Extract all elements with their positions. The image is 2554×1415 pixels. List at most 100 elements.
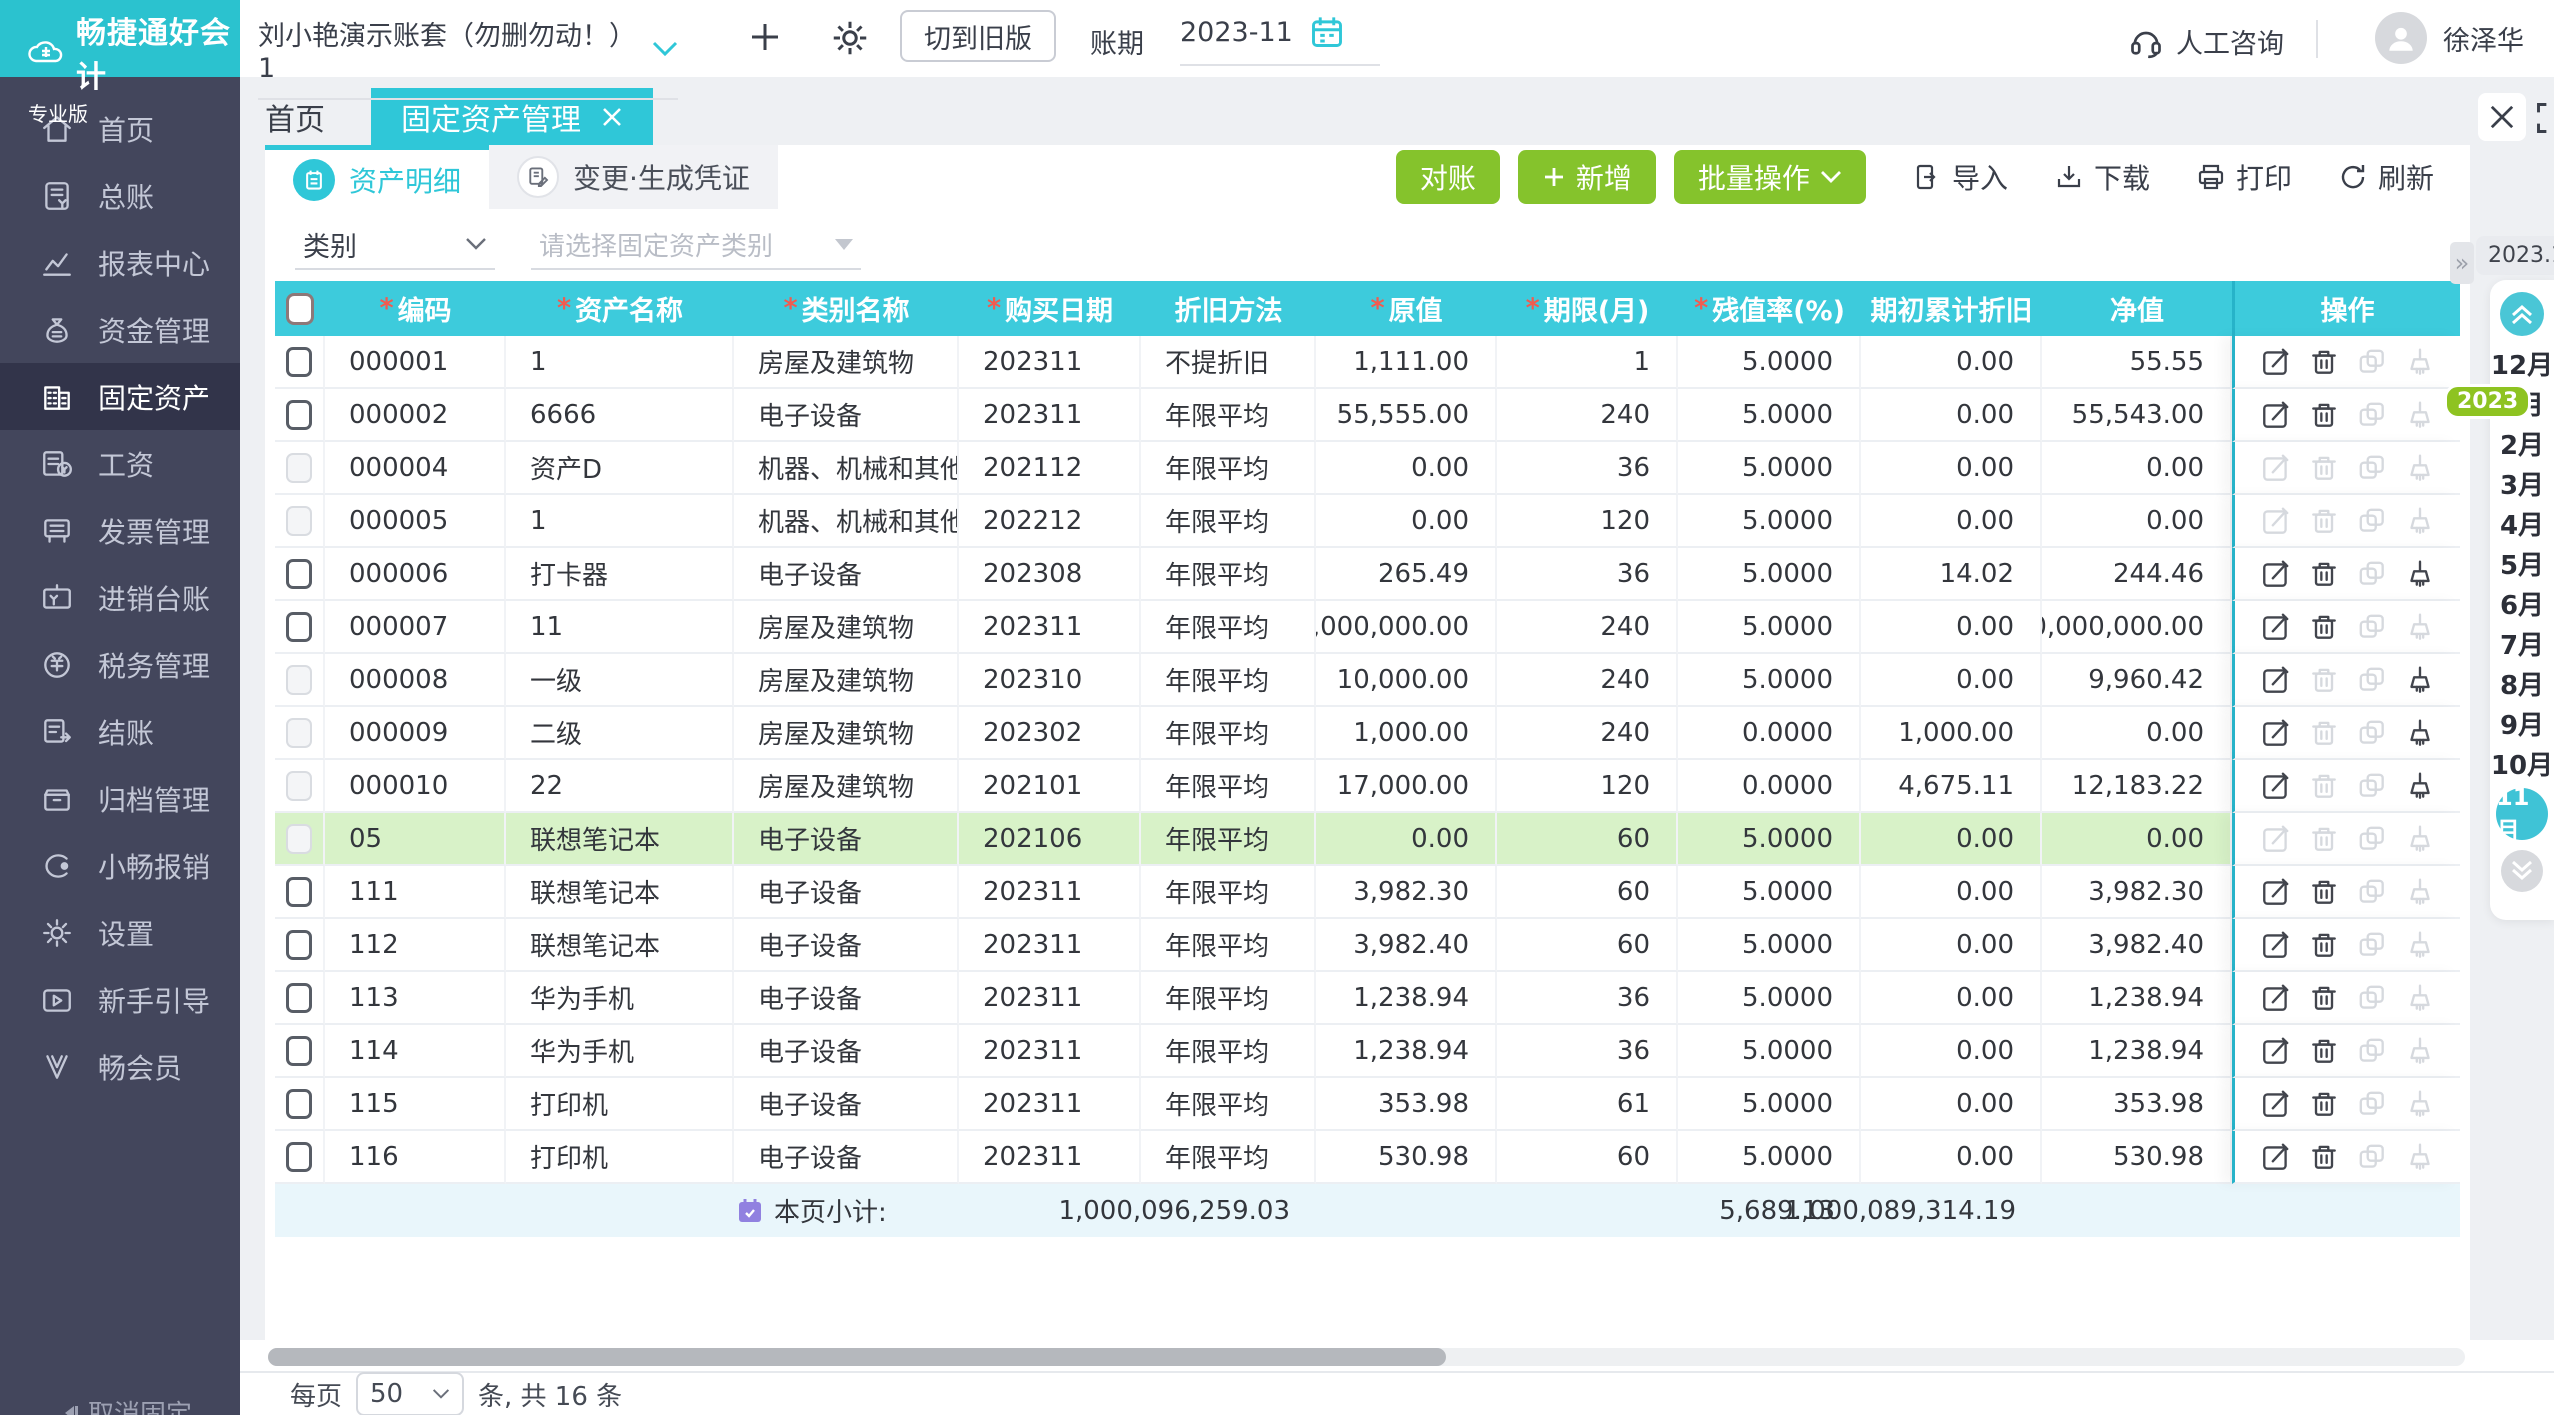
edit-icon[interactable] (2260, 1141, 2292, 1173)
sidebar-item-home[interactable]: 首页 (0, 95, 240, 162)
row-checkbox[interactable] (286, 399, 312, 430)
row-checkbox[interactable] (286, 982, 312, 1013)
refresh-button[interactable]: 刷新 (2338, 157, 2434, 197)
subtab-asset-detail[interactable]: 资产明细 (265, 145, 490, 209)
month-item[interactable]: 8月 (2499, 671, 2545, 701)
scroll-up-months-button[interactable] (2500, 292, 2544, 336)
month-item[interactable]: 10月 (2490, 751, 2554, 781)
edit-icon[interactable] (2260, 929, 2292, 961)
delete-icon[interactable] (2308, 399, 2340, 431)
row-checkbox[interactable] (286, 558, 312, 589)
delete-icon[interactable] (2308, 929, 2340, 961)
subtab-change-voucher[interactable]: 变更·生成凭证 (489, 145, 778, 209)
edit-icon[interactable] (2260, 399, 2292, 431)
delete-icon[interactable] (2308, 982, 2340, 1014)
tab-home[interactable]: 首页 (265, 102, 325, 138)
row-checkbox[interactable] (286, 1141, 312, 1172)
month-item[interactable]: 4月 (2499, 511, 2545, 541)
table-row[interactable]: 05 联想笔记本 电子设备 202106 年限平均 0.00 60 5.0000… (275, 813, 2460, 866)
month-item[interactable]: 5月 (2499, 551, 2545, 581)
add-button[interactable]: 新增 (1517, 150, 1656, 204)
table-row[interactable]: 000001 1 房屋及建筑物 202311 不提折旧 1,111.00 1 5… (275, 336, 2460, 389)
table-row[interactable]: 111 联想笔记本 电子设备 202311 年限平均 3,982.30 60 5… (275, 866, 2460, 919)
edit-icon[interactable] (2260, 770, 2292, 802)
table-row[interactable]: 116 打印机 电子设备 202311 年限平均 530.98 60 5.000… (275, 1131, 2460, 1184)
table-row[interactable]: 000008 一级 房屋及建筑物 202310 年限平均 10,000.00 2… (275, 654, 2460, 707)
clean-icon[interactable] (2404, 558, 2436, 590)
sidebar-item-report[interactable]: 报表中心 (0, 229, 240, 296)
clean-icon[interactable] (2404, 717, 2436, 749)
tab-close-icon[interactable] (601, 106, 623, 128)
user-menu[interactable]: 徐泽华 (2375, 12, 2524, 64)
period-selector[interactable]: 2023-11 (1180, 14, 1380, 66)
sidebar-item-archive[interactable]: 归档管理 (0, 765, 240, 832)
switch-old-version-button[interactable]: 切到旧版 (900, 10, 1056, 62)
edit-icon[interactable] (2260, 1035, 2292, 1067)
delete-icon[interactable] (2308, 1035, 2340, 1067)
clean-icon[interactable] (2404, 664, 2436, 696)
account-selector[interactable]: 刘小艳演示账套（勿删勿动！）1 (258, 14, 678, 100)
table-row[interactable]: 000007 11 房屋及建筑物 202311 年限平均 1,000,000,0… (275, 601, 2460, 654)
add-account-button[interactable] (746, 18, 784, 56)
sidebar-item-reimburse[interactable]: 小畅报销 (0, 832, 240, 899)
month-item[interactable]: 2月 (2499, 431, 2545, 461)
month-item[interactable]: 9月 (2499, 711, 2545, 741)
edit-icon[interactable] (2260, 982, 2292, 1014)
delete-icon[interactable] (2308, 558, 2340, 590)
sidebar-item-asset[interactable]: 固定资产 (0, 363, 240, 430)
row-checkbox[interactable] (286, 1035, 312, 1066)
table-row[interactable]: 114 华为手机 电子设备 202311 年限平均 1,238.94 36 5.… (275, 1025, 2460, 1078)
fullscreen-icon[interactable] (2534, 100, 2554, 136)
delete-icon[interactable] (2308, 346, 2340, 378)
month-item[interactable]: 7月 (2499, 631, 2545, 661)
sidebar-item-guide[interactable]: 新手引导 (0, 966, 240, 1033)
table-row[interactable]: 000006 打卡器 电子设备 202308 年限平均 265.49 36 5.… (275, 548, 2460, 601)
row-checkbox[interactable] (286, 929, 312, 960)
import-button[interactable]: 导入 (1912, 157, 2008, 197)
sidebar-item-salary[interactable]: 工资 (0, 430, 240, 497)
edit-icon[interactable] (2260, 558, 2292, 590)
table-row[interactable]: 000009 二级 房屋及建筑物 202302 年限平均 1,000.00 24… (275, 707, 2460, 760)
month-item[interactable]: 3月 (2499, 471, 2545, 501)
close-page-button[interactable] (2478, 93, 2526, 141)
table-row[interactable]: 113 华为手机 电子设备 202311 年限平均 1,238.94 36 5.… (275, 972, 2460, 1025)
sidebar-item-ledger[interactable]: 总账 (0, 162, 240, 229)
scroll-down-months-button[interactable] (2501, 850, 2543, 892)
panel-collapse-handle[interactable]: » (2450, 242, 2474, 284)
sidebar-item-tax[interactable]: 税务管理 (0, 631, 240, 698)
row-checkbox[interactable] (286, 876, 312, 907)
row-checkbox[interactable] (286, 611, 312, 642)
clean-icon[interactable] (2404, 770, 2436, 802)
row-checkbox[interactable] (286, 1088, 312, 1119)
table-row[interactable]: 000002 6666 电子设备 202311 年限平均 55,555.00 2… (275, 389, 2460, 442)
delete-icon[interactable] (2308, 611, 2340, 643)
tab-fixed-assets[interactable]: 固定资产管理 (371, 88, 653, 145)
per-page-select[interactable]: 50 (356, 1372, 465, 1415)
table-row[interactable]: 115 打印机 电子设备 202311 年限平均 353.98 61 5.000… (275, 1078, 2460, 1131)
delete-icon[interactable] (2308, 1088, 2340, 1120)
month-item[interactable]: 12月 (2490, 351, 2554, 381)
edit-icon[interactable] (2260, 717, 2292, 749)
edit-icon[interactable] (2260, 346, 2292, 378)
delete-icon[interactable] (2308, 876, 2340, 908)
sidebar-item-member[interactable]: 畅会员 (0, 1033, 240, 1100)
reconcile-button[interactable]: 对账 (1395, 150, 1500, 204)
sidebar-item-trade[interactable]: 进销台账 (0, 564, 240, 631)
sidebar-item-closing[interactable]: 结账 (0, 698, 240, 765)
support-link[interactable]: 人工咨询 (2128, 22, 2284, 61)
table-row[interactable]: 000004 资产D 机器、机械和其他生... 202112 年限平均 0.00… (275, 442, 2460, 495)
sidebar-item-settings[interactable]: 设置 (0, 899, 240, 966)
sidebar-item-invoice[interactable]: 发票管理 (0, 497, 240, 564)
edit-icon[interactable] (2260, 611, 2292, 643)
unpin-sidebar-button[interactable]: 取消固定 (60, 1394, 192, 1415)
delete-icon[interactable] (2308, 1141, 2340, 1173)
month-item[interactable]: 6月 (2499, 591, 2545, 621)
table-row[interactable]: 112 联想笔记本 电子设备 202311 年限平均 3,982.40 60 5… (275, 919, 2460, 972)
horizontal-scrollbar[interactable] (268, 1348, 2465, 1366)
filter-type-select[interactable]: 类别 (295, 220, 495, 270)
month-item-selected[interactable]: 11月 (2496, 783, 2548, 845)
select-all-checkbox[interactable] (286, 292, 314, 325)
filter-category-input[interactable]: 请选择固定资产类别 (531, 220, 861, 270)
sidebar-item-funds[interactable]: 资金管理 (0, 296, 240, 363)
print-button[interactable]: 打印 (2196, 157, 2292, 197)
